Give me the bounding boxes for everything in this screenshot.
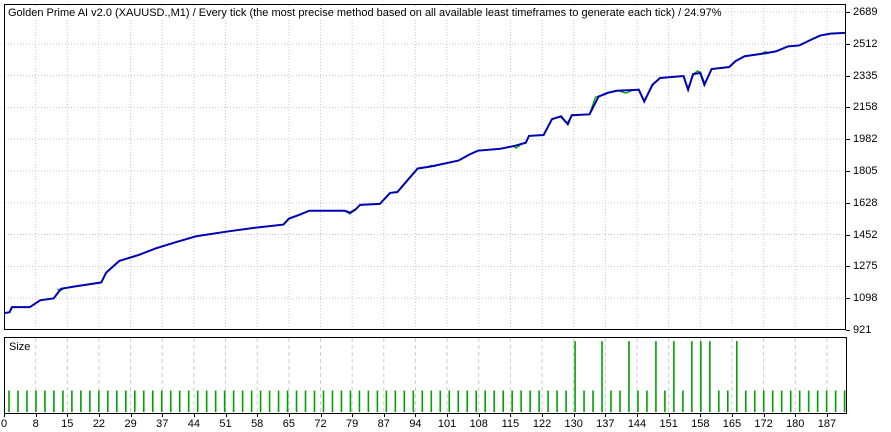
- x-axis-tick: [510, 414, 512, 417]
- x-axis-label: 44: [187, 418, 201, 430]
- x-axis-label: 37: [156, 418, 169, 430]
- x-axis-label: 15: [61, 418, 74, 430]
- y-axis-label: 2689: [853, 6, 878, 18]
- y-axis-tick: [846, 202, 850, 204]
- balance-chart-plot[interactable]: [4, 4, 846, 330]
- y-axis-tick: [846, 171, 850, 172]
- x-axis-tick: [130, 414, 132, 417]
- x-axis-tick: [383, 414, 385, 417]
- x-axis-label: 0: [0, 418, 8, 430]
- x-axis-tick: [288, 414, 290, 417]
- x-axis-tick: [98, 414, 100, 417]
- x-axis-label: 108: [469, 418, 488, 430]
- x-axis-tick: [668, 414, 670, 417]
- x-axis-label: 165: [722, 418, 742, 430]
- x-axis-label: 187: [817, 418, 837, 430]
- y-axis: 2689 2512 2335 2158 1982 1805 1628 1452 1275 1098…: [846, 0, 891, 432]
- x-axis-label: 122: [532, 418, 552, 430]
- x-axis-label: 51: [219, 418, 232, 430]
- x-axis-label: 158: [691, 418, 710, 430]
- x-axis-tick: [763, 414, 765, 417]
- x-axis-tick: [67, 414, 69, 417]
- x-axis-label: 87: [377, 418, 390, 430]
- x-axis-tick: [193, 414, 195, 417]
- x-axis-label: 65: [282, 418, 295, 430]
- x-axis-tick: [352, 414, 354, 417]
- y-axis-label: 1982: [853, 133, 878, 146]
- y-axis-tick: [846, 266, 850, 268]
- y-axis-label: 2512: [853, 37, 878, 50]
- y-axis-label: 1275: [853, 260, 878, 273]
- x-axis-label: 172: [754, 418, 773, 430]
- x-axis-tick: [415, 414, 417, 417]
- x-axis-label: 137: [596, 418, 615, 430]
- y-axis-label: 921: [853, 324, 872, 336]
- y-axis-tick: [846, 107, 850, 109]
- x-axis-tick: [700, 414, 702, 417]
- x-axis-tick: [826, 414, 828, 417]
- x-axis-label: 144: [627, 418, 647, 430]
- x-axis: 0 8 15 22 29 37 44 51 58 65 72 79 87 94 101 108 115 122 13…: [0, 414, 891, 432]
- y-axis-label: 1452: [853, 228, 878, 241]
- x-axis-label: 180: [786, 418, 805, 430]
- y-axis-label: 1098: [853, 292, 878, 305]
- x-axis-label: 115: [501, 418, 520, 430]
- x-axis-tick: [162, 414, 164, 417]
- x-axis-tick: [637, 414, 638, 417]
- y-axis-label: 2158: [853, 101, 878, 114]
- x-axis-tick: [542, 414, 544, 417]
- x-axis-tick: [478, 414, 480, 417]
- size-panel-border: [4, 337, 847, 414]
- x-axis-label: 130: [564, 418, 583, 430]
- x-axis-label: 72: [314, 418, 327, 430]
- x-axis-label: 22: [92, 418, 106, 430]
- y-axis-tick: [846, 298, 850, 300]
- x-axis-tick: [447, 414, 449, 417]
- x-axis-tick: [731, 414, 733, 417]
- size-chart-plot[interactable]: [4, 337, 847, 414]
- x-axis-tick: [795, 414, 797, 417]
- x-axis-tick: [320, 414, 322, 417]
- y-axis-tick: [846, 139, 850, 141]
- x-axis-tick: [605, 414, 607, 417]
- x-axis-tick: [573, 414, 575, 417]
- size-panel-label: Size: [9, 341, 31, 353]
- y-axis-tick: [846, 12, 850, 13]
- x-axis-label: 79: [346, 418, 359, 430]
- x-axis-label: 58: [251, 418, 264, 430]
- x-axis-tick: [4, 414, 5, 417]
- y-axis-tick: [846, 234, 850, 236]
- y-axis-tick: [846, 330, 850, 331]
- x-axis-label: 101: [437, 418, 457, 430]
- y-axis-tick: [846, 75, 850, 77]
- y-axis-label: 1805: [853, 165, 878, 177]
- x-axis-label: 151: [659, 418, 678, 430]
- x-axis-label: 8: [32, 418, 39, 430]
- x-axis-label: 94: [409, 418, 422, 430]
- x-axis-tick: [225, 414, 227, 417]
- y-axis-label: 1628: [853, 196, 878, 209]
- x-axis-tick: [257, 414, 259, 417]
- balance-line: [4, 31, 846, 315]
- chart-title: Golden Prime AI v2.0 (XAUUSD.,M1) / Ever…: [8, 7, 725, 19]
- y-axis-label: 2335: [853, 69, 878, 82]
- y-axis-tick: [846, 43, 850, 45]
- x-axis-label: 29: [124, 418, 137, 430]
- x-axis-tick: [35, 414, 37, 417]
